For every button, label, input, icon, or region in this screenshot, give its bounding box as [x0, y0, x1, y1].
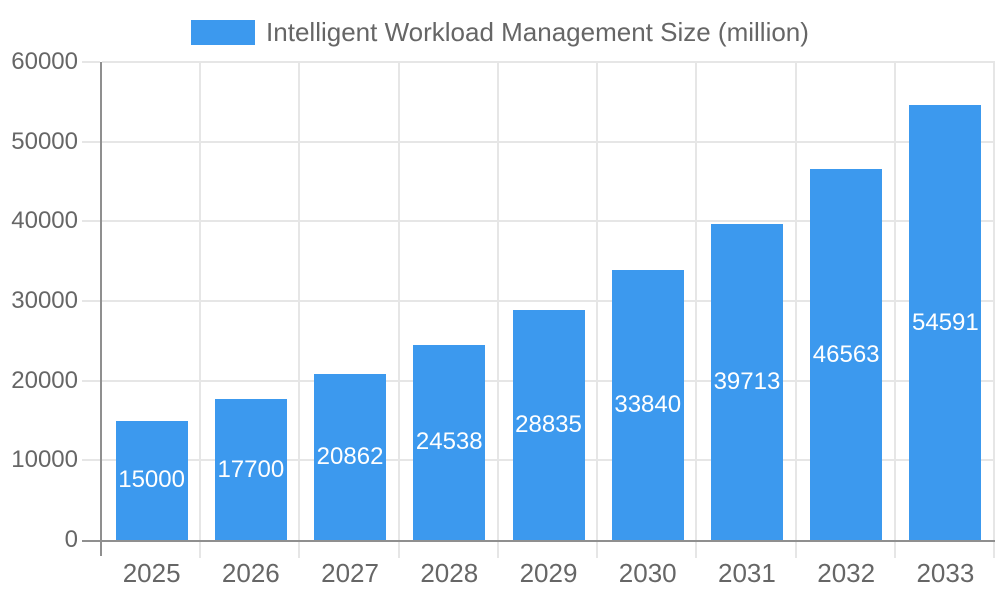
x-axis-tick-label: 2028 [420, 558, 479, 588]
x-tick-mark [794, 542, 797, 558]
gridline-vertical [695, 62, 698, 540]
y-tick-mark [82, 61, 100, 63]
y-axis-tick-label: 10000 [11, 446, 78, 474]
y-axis-tick-label: 20000 [11, 366, 78, 394]
x-tick-mark [993, 542, 995, 558]
gridline-vertical [199, 62, 202, 540]
x-axis-tick-label: 2027 [321, 558, 379, 588]
x-tick-mark [596, 542, 599, 558]
bar-2031[interactable]: 39713 [710, 223, 783, 540]
bar-2032[interactable]: 46563 [810, 169, 883, 540]
x-tick-mark [695, 542, 698, 558]
gridline-horizontal [102, 61, 995, 63]
bar-2026[interactable]: 17700 [214, 399, 287, 540]
y-axis-tick-label: 40000 [11, 207, 78, 235]
plot-area: 0 10000 20000 30000 40000 50000 60000 15000 2025… [11, 50, 995, 588]
bar-value-label: 46563 [812, 340, 880, 368]
bar-2027[interactable]: 20862 [314, 373, 387, 540]
bar-value-label: 28835 [515, 411, 582, 439]
x-axis-line [82, 540, 995, 542]
x-tick-mark [397, 542, 400, 558]
gridline-horizontal [102, 220, 995, 223]
bar-value-label: 33840 [614, 391, 682, 419]
x-tick-mark [893, 542, 896, 558]
bar-2025[interactable]: 15000 [115, 420, 188, 540]
x-axis-tick-label: 2029 [519, 558, 578, 588]
y-tick-mark [82, 379, 100, 382]
gridline-vertical [893, 62, 896, 540]
legend: Intelligent Workload Management Size (mi… [0, 17, 1000, 48]
bar-value-label: 54591 [912, 308, 979, 336]
y-tick-mark [82, 300, 100, 302]
legend-item[interactable]: Intelligent Workload Management Size (mi… [191, 17, 809, 48]
x-axis-tick-label: 2030 [618, 558, 677, 588]
y-axis-tick-label: 0 [64, 526, 78, 553]
y-axis-tick-label: 50000 [11, 127, 78, 155]
bar-2028[interactable]: 24538 [413, 344, 486, 540]
gridline-vertical [496, 62, 499, 540]
x-tick-mark [298, 542, 301, 558]
bar-value-label: 17700 [217, 455, 285, 483]
bar-value-label: 20862 [316, 442, 384, 470]
bar-2030[interactable]: 33840 [611, 270, 684, 540]
bar-2033[interactable]: 54591 [909, 105, 982, 540]
gridline-vertical [794, 62, 797, 540]
gridline-vertical [993, 62, 995, 540]
bar-value-label: 39713 [713, 367, 781, 395]
y-tick-mark [82, 140, 100, 143]
gridline-vertical [298, 62, 301, 540]
gridline-horizontal [102, 140, 995, 143]
x-axis-tick-label: 2026 [221, 558, 280, 588]
x-tick-mark [199, 542, 202, 558]
y-tick-mark [82, 459, 100, 462]
x-axis-tick-label: 2032 [817, 558, 876, 588]
y-axis-line [100, 62, 102, 556]
x-axis-tick-label: 2033 [916, 558, 975, 588]
y-axis-tick-label: 60000 [11, 48, 78, 75]
x-axis-tick-label: 2031 [718, 558, 776, 588]
bar-value-label: 24538 [415, 428, 483, 456]
gridline-vertical [596, 62, 599, 540]
x-axis-tick-label: 2025 [122, 558, 181, 588]
legend-label: Intelligent Workload Management Size (mi… [266, 17, 809, 47]
y-tick-mark [82, 220, 100, 223]
gridline-horizontal [102, 300, 995, 302]
legend-swatch-icon [191, 20, 256, 45]
bar-value-label: 15000 [118, 466, 185, 494]
x-tick-mark [496, 542, 499, 558]
gridline-vertical [397, 62, 400, 540]
y-axis-tick-label: 30000 [11, 287, 78, 314]
bar-2029[interactable]: 28835 [512, 310, 585, 540]
